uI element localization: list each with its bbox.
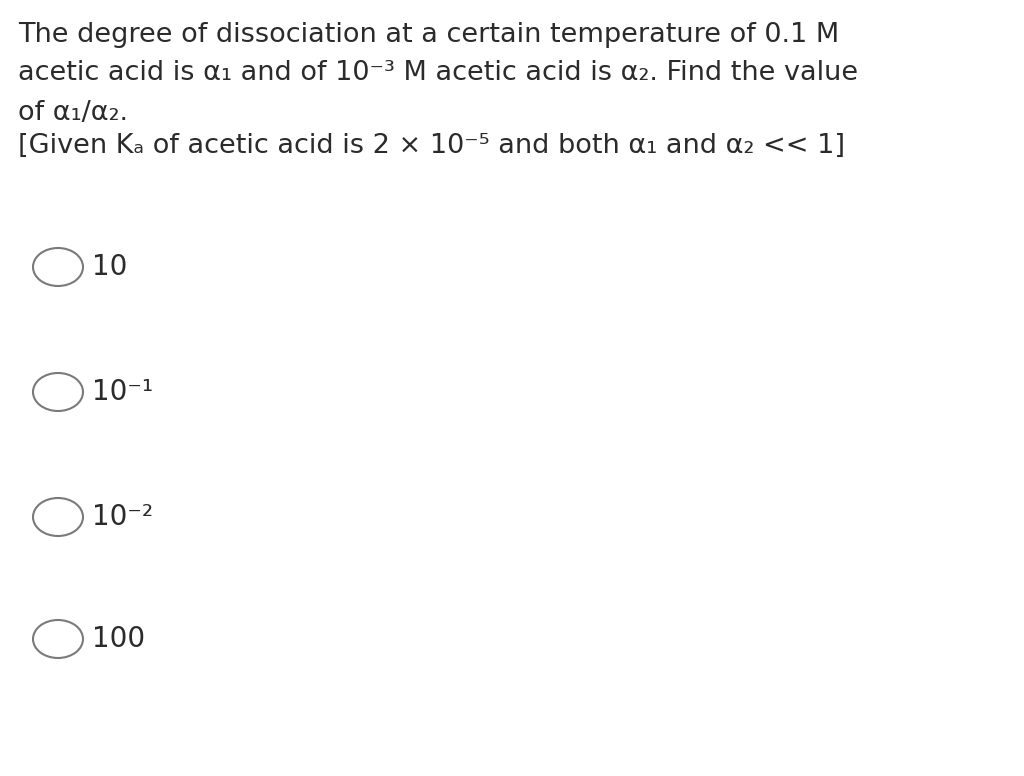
Text: 10⁻¹: 10⁻¹ [92,378,154,406]
Text: 100: 100 [92,625,145,653]
Text: [Given Kₐ of acetic acid is 2 × 10⁻⁵ and both α₁ and α₂ << 1]: [Given Kₐ of acetic acid is 2 × 10⁻⁵ and… [18,133,845,159]
Text: of α₁/α₂.: of α₁/α₂. [18,100,128,126]
Text: 10⁻²: 10⁻² [92,503,154,531]
Text: The degree of dissociation at a certain temperature of 0.1 M: The degree of dissociation at a certain … [18,22,840,48]
Text: acetic acid is α₁ and of 10⁻³ M acetic acid is α₂. Find the value: acetic acid is α₁ and of 10⁻³ M acetic a… [18,60,858,86]
Text: 10: 10 [92,253,127,281]
